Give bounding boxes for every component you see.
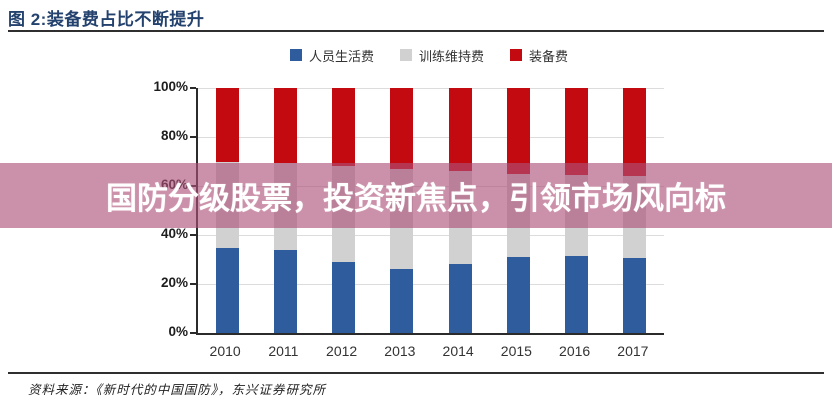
- x-axis-label-2013: 2013: [384, 343, 416, 359]
- bar-segment-2016-人员生活费: [565, 255, 589, 333]
- bar-segment-2014-装备费: [448, 88, 472, 172]
- legend-swatch-icon: [289, 49, 302, 61]
- gridline-20: [198, 284, 664, 285]
- bar-segment-2015-人员生活费: [506, 257, 530, 333]
- x-axis-label-2011: 2011: [268, 343, 299, 359]
- y-axis-label-20: 20%: [160, 275, 188, 290]
- legend-item-装备费: 装备费: [510, 46, 568, 65]
- legend-swatch-icon: [399, 49, 412, 61]
- legend-item-训练维持费: 训练维持费: [399, 46, 484, 65]
- bar-segment-2014-人员生活费: [448, 264, 472, 333]
- legend-label: 训练维持费: [418, 48, 484, 64]
- bar-segment-2010-人员生活费: [215, 248, 239, 333]
- y-tick-100: [190, 87, 196, 89]
- legend-label: 装备费: [529, 48, 569, 64]
- x-axis-label-2015: 2015: [500, 343, 532, 359]
- bar-segment-2011-装备费: [273, 88, 297, 163]
- y-axis-label-100: 100%: [153, 79, 188, 94]
- legend-item-人员生活费: 人员生活费: [289, 46, 374, 65]
- gridline-100: [198, 88, 664, 89]
- bar-segment-2016-装备费: [565, 88, 589, 175]
- legend-label: 人员生活费: [308, 48, 374, 64]
- x-axis-label-2014: 2014: [442, 343, 474, 359]
- y-tick-20: [190, 283, 196, 285]
- chart-title: 图 2:装备费占比不断提升: [8, 10, 205, 29]
- y-axis-label-40: 40%: [160, 226, 188, 241]
- bar-segment-2011-人员生活费: [273, 249, 297, 333]
- bar-segment-2013-装备费: [390, 88, 414, 169]
- bar-segment-2013-人员生活费: [390, 269, 414, 333]
- x-axis-label-2017: 2017: [617, 343, 649, 359]
- y-axis-label-0: 0%: [168, 324, 188, 339]
- y-tick-80: [190, 136, 196, 138]
- footer-divider: [8, 372, 824, 374]
- bar-segment-2012-人员生活费: [332, 261, 356, 333]
- overlay-banner: 国防分级股票，投资新焦点，引领市场风向标: [0, 163, 832, 228]
- y-tick-0: [190, 332, 196, 334]
- title-divider: [8, 30, 824, 32]
- source-note: 资料来源：《新时代的中国国防》，东兴证券研究所: [28, 383, 327, 397]
- banner-headline: 国防分级股票，投资新焦点，引领市场风向标: [106, 181, 726, 216]
- bar-segment-2010-装备费: [215, 88, 239, 162]
- bar-segment-2015-装备费: [506, 88, 530, 174]
- gridline-40: [198, 235, 664, 236]
- x-axis-label-2016: 2016: [559, 343, 591, 359]
- chart-legend: 人员生活费 训练维持费 装备费: [196, 46, 662, 64]
- bar-segment-2017-人员生活费: [623, 258, 647, 333]
- gridline-80: [198, 137, 664, 138]
- bar-segment-2012-装备费: [332, 88, 356, 167]
- legend-swatch-icon: [510, 49, 522, 61]
- y-axis-label-80: 80%: [160, 128, 188, 143]
- bar-segment-2017-装备费: [623, 88, 647, 177]
- x-axis-label-2012: 2012: [326, 343, 358, 359]
- x-axis-label-2010: 2010: [209, 343, 241, 359]
- y-tick-40: [190, 234, 196, 236]
